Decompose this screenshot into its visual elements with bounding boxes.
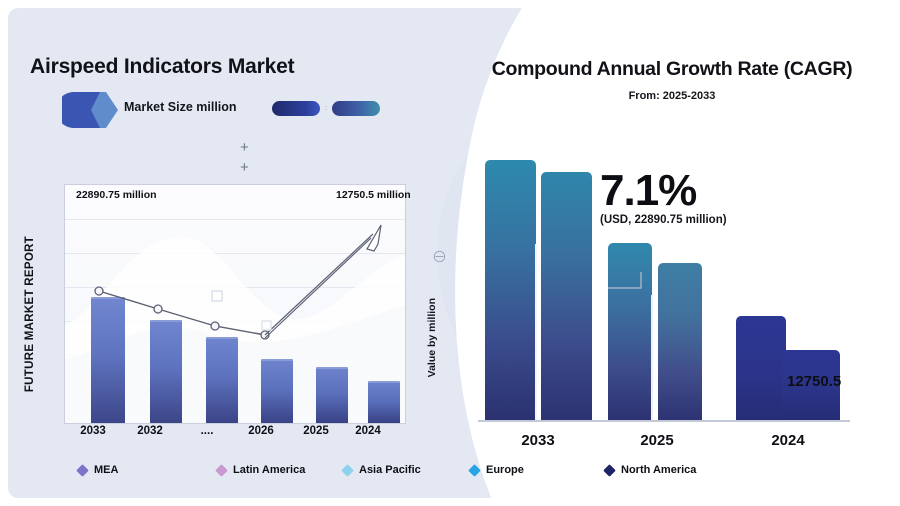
- left-xlabel-2025: 2025: [303, 425, 329, 437]
- right-value-label-2024: 12750.5: [787, 373, 842, 390]
- legend-marker-mea: [76, 463, 89, 477]
- legend-label-asia-pacific: Asia Pacific: [359, 464, 421, 476]
- legend-item-asia-pacific[interactable]: Asia Pacific: [341, 463, 470, 477]
- legend-label-north-america: North America: [621, 464, 697, 476]
- right-bar-2033-primary: [485, 160, 536, 420]
- market-size-legend-label: Market Size million: [124, 100, 237, 114]
- left-xlabel-2032: 2032: [137, 425, 163, 437]
- left-chart-end-label: 12750.5 million: [336, 189, 411, 201]
- right-bar-2024-secondary: [782, 350, 840, 420]
- left-bar-dots: [206, 337, 238, 423]
- legend-marker-europe: [468, 463, 481, 477]
- left-bar-2032: [150, 320, 182, 423]
- pill-badge-secondary: [331, 101, 380, 116]
- legend-marker-north-america: [603, 463, 616, 477]
- legend-marker-latin-america: [215, 463, 228, 477]
- hexagon-logo-icon: [62, 92, 118, 128]
- left-chart-start-label: 22890.75 million: [76, 189, 157, 201]
- left-bar-2033: [91, 297, 125, 423]
- left-xlabel-2033: 2033: [80, 425, 106, 437]
- left-bar-2025: [316, 367, 348, 423]
- left-chart-plot-area: [64, 184, 406, 424]
- minus-circle-icon: [433, 250, 446, 263]
- right-chart-baseline: [478, 420, 850, 422]
- right-xlabel-2025: 2025: [640, 432, 674, 449]
- right-bar-2025-primary: [608, 243, 652, 420]
- legend-label-europe: Europe: [486, 464, 524, 476]
- left-xlabel-2024: 2024: [355, 425, 381, 437]
- cagr-note: (USD, 22890.75 million): [600, 214, 727, 226]
- legend-item-mea[interactable]: MEA: [76, 463, 217, 477]
- right-chart-plot-area: [478, 160, 850, 420]
- legend-marker-asia-pacific: [341, 463, 354, 477]
- legend-label-mea: MEA: [94, 464, 119, 476]
- corner-bracket-decoration: [608, 272, 642, 289]
- pill-badge-row: :: [272, 101, 380, 116]
- right-bar-2025-secondary: [658, 263, 702, 420]
- legend-item-europe[interactable]: Europe: [468, 463, 605, 477]
- plus-icon-2: +: [240, 159, 249, 176]
- left-bar-2026: [261, 359, 293, 423]
- legend: MEA Latin America Asia Pacific Europe No…: [76, 463, 697, 477]
- right-bar-2033-secondary: [541, 172, 592, 420]
- left-xlabel-dots: ....: [200, 425, 214, 437]
- left-bar-2024: [368, 381, 400, 423]
- right-y-axis-label: Value by million: [426, 298, 438, 378]
- left-trend-line: [94, 224, 382, 340]
- pill-badge-primary: [272, 101, 320, 116]
- right-chart-subtitle: From: 2025-2033: [628, 90, 716, 102]
- legend-item-north-america[interactable]: North America: [603, 463, 697, 477]
- pill-separator: :: [325, 105, 327, 112]
- right-bar-2024-primary: [736, 316, 786, 420]
- left-xlabel-2026: 2026: [248, 425, 274, 437]
- right-xlabel-2033: 2033: [521, 432, 555, 449]
- left-chart-title: Airspeed Indicators Market: [30, 55, 295, 78]
- small-box-icon: [211, 290, 223, 302]
- right-xlabel-2024: 2024: [771, 432, 805, 449]
- legend-label-latin-america: Latin America: [233, 464, 306, 476]
- small-tag-icon: [261, 320, 272, 331]
- right-chart-title: Compound Annual Growth Rate (CAGR): [491, 58, 853, 80]
- legend-item-latin-america[interactable]: Latin America: [215, 463, 343, 477]
- cagr-value: 7.1%: [600, 166, 697, 215]
- left-y-axis-label: FUTURE MARKET REPORT: [24, 236, 36, 393]
- plus-icon-1: +: [240, 139, 249, 156]
